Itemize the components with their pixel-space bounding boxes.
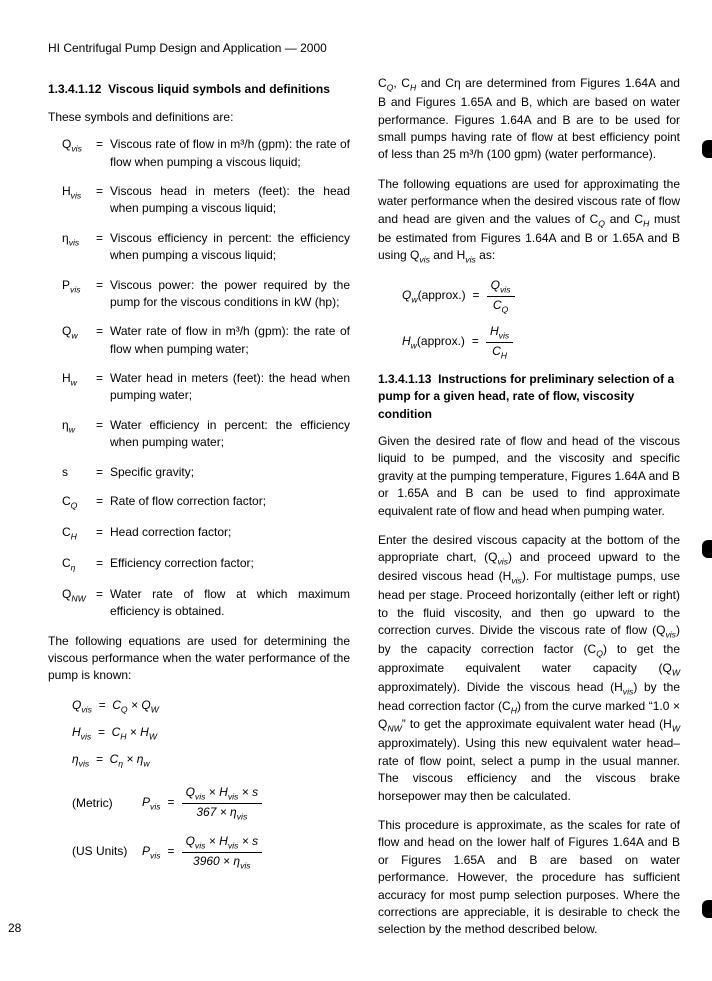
two-column-layout: 1.3.4.1.12 Viscous liquid symbols and de… <box>48 75 680 950</box>
definition-row: ηvis=Viscous efficiency in percent: the … <box>62 230 350 265</box>
definition-row: CH=Head correction factor; <box>62 524 350 543</box>
equals-sign: = <box>96 323 110 358</box>
section-title: Viscous liquid symbols and definitions <box>108 82 330 96</box>
definition-symbol: Hw <box>62 370 96 405</box>
definition-symbol: Qvis <box>62 136 96 171</box>
definition-row: CQ=Rate of flow correction factor; <box>62 493 350 512</box>
definition-row: Qvis=Viscous rate of flow in m³/h (gpm):… <box>62 136 350 171</box>
definition-description: Viscous head in meters (feet): the head … <box>110 183 350 218</box>
definition-row: s=Specific gravity; <box>62 464 350 481</box>
definition-symbol: Cη <box>62 555 96 574</box>
paragraph: Enter the desired viscous capacity at th… <box>378 532 680 805</box>
definitions-list: Qvis=Viscous rate of flow in m³/h (gpm):… <box>48 136 350 620</box>
page-number: 28 <box>8 920 21 937</box>
paragraph: CQ, CH and Cη are determined from Figure… <box>378 75 680 163</box>
paragraph: This procedure is approximate, as the sc… <box>378 817 680 939</box>
definition-row: Pvis=Viscous power: the power required b… <box>62 277 350 312</box>
definition-description: Specific gravity; <box>110 464 350 481</box>
equation-us: (US Units) Pvis = Qvis × Hvis × s 3960 ×… <box>72 834 350 871</box>
definition-row: Hvis=Viscous head in meters (feet): the … <box>62 183 350 218</box>
equals-sign: = <box>96 277 110 312</box>
definition-row: QNW=Water rate of flow at which maximum … <box>62 586 350 621</box>
definition-description: Efficiency correction factor; <box>110 555 350 574</box>
definition-symbol: ηvis <box>62 230 96 265</box>
definition-description: Viscous power: the power required by the… <box>110 277 350 312</box>
section-heading-2: 1.3.4.1.13 Instructions for preliminary … <box>378 371 680 423</box>
equation-block: Qw(approx.) = Qvis CQ Hw(approx.) = Hvis… <box>402 278 680 361</box>
definition-row: Cη=Efficiency correction factor; <box>62 555 350 574</box>
equals-sign: = <box>96 493 110 512</box>
equals-sign: = <box>96 524 110 543</box>
definition-description: Water head in meters (feet): the head wh… <box>110 370 350 405</box>
equals-sign: = <box>96 370 110 405</box>
definition-description: Viscous rate of flow in m³/h (gpm): the … <box>110 136 350 171</box>
equation: Qvis = CQ × QW <box>72 697 350 716</box>
intro-text: These symbols and definitions are: <box>48 109 350 126</box>
section-number: 1.3.4.1.13 <box>378 372 431 386</box>
paragraph: The following equations are used for app… <box>378 176 680 266</box>
definition-description: Water rate of flow at which maximum effi… <box>110 586 350 621</box>
equation-metric: (Metric) Pvis = Qvis × Hvis × s 367 × ηv… <box>72 785 350 822</box>
equation: Qw(approx.) = Qvis CQ <box>402 278 680 315</box>
equals-sign: = <box>96 183 110 218</box>
definition-row: ηw=Water efficiency in percent: the effi… <box>62 417 350 452</box>
section-heading-1: 1.3.4.1.12 Viscous liquid symbols and de… <box>48 81 350 98</box>
definition-row: Hw=Water head in meters (feet): the head… <box>62 370 350 405</box>
definition-symbol: QNW <box>62 586 96 621</box>
definition-row: Qw=Water rate of flow in m³/h (gpm): the… <box>62 323 350 358</box>
definition-symbol: ηw <box>62 417 96 452</box>
equals-sign: = <box>96 464 110 481</box>
equals-sign: = <box>96 417 110 452</box>
definition-symbol: Qw <box>62 323 96 358</box>
definition-symbol: CQ <box>62 493 96 512</box>
paragraph: Given the desired rate of flow and head … <box>378 433 680 520</box>
equation: Hw(approx.) = Hvis CH <box>402 324 680 361</box>
section-number: 1.3.4.1.12 <box>48 82 101 96</box>
definition-description: Rate of flow correction factor; <box>110 493 350 512</box>
definition-symbol: Hvis <box>62 183 96 218</box>
equals-sign: = <box>96 230 110 265</box>
equals-sign: = <box>96 555 110 574</box>
definition-symbol: Pvis <box>62 277 96 312</box>
page-tab-marker <box>702 900 712 918</box>
equation: Hvis = CH × HW <box>72 724 350 743</box>
equals-sign: = <box>96 136 110 171</box>
definition-description: Head correction factor; <box>110 524 350 543</box>
left-column: 1.3.4.1.12 Viscous liquid symbols and de… <box>48 75 350 950</box>
equation: ηvis = Cη × ηw <box>72 751 350 770</box>
equals-sign: = <box>96 586 110 621</box>
page-header: HI Centrifugal Pump Design and Applicati… <box>48 40 680 57</box>
equation-label: (Metric) <box>72 795 142 812</box>
paragraph: The following equations are used for det… <box>48 633 350 685</box>
definition-description: Water rate of flow in m³/h (gpm): the ra… <box>110 323 350 358</box>
equation-block: Qvis = CQ × QW Hvis = CH × HW ηvis = Cη … <box>72 697 350 871</box>
definition-description: Water efficiency in percent: the efficie… <box>110 417 350 452</box>
equation-label: (US Units) <box>72 843 142 860</box>
page-tab-marker <box>702 540 712 558</box>
right-column: CQ, CH and Cη are determined from Figure… <box>378 75 680 950</box>
page-tab-marker <box>702 140 712 158</box>
definition-symbol: s <box>62 464 96 481</box>
definition-symbol: CH <box>62 524 96 543</box>
definition-description: Viscous efficiency in percent: the effic… <box>110 230 350 265</box>
